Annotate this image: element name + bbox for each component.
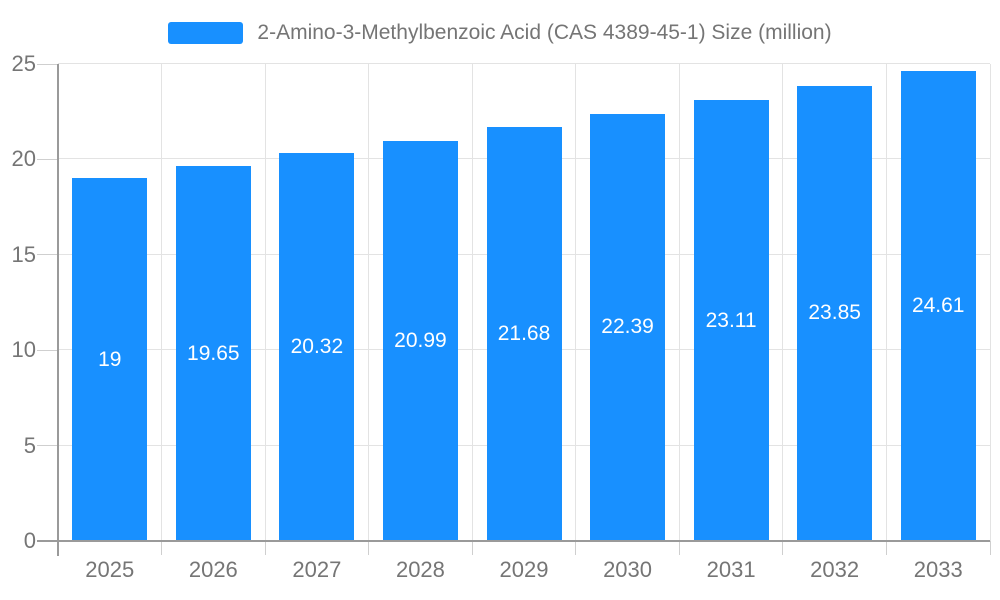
y-axis-tick-label: 15 xyxy=(11,241,36,267)
bar[interactable]: 19.65 xyxy=(175,166,251,541)
bar-value-label: 20.99 xyxy=(394,328,447,352)
y-axis-tick xyxy=(37,254,58,256)
x-axis-tick xyxy=(989,541,991,555)
y-axis-tick xyxy=(37,158,58,160)
bar-value-label: 24.61 xyxy=(911,294,965,318)
x-axis-tick xyxy=(885,541,887,555)
x-axis-category-label: 2031 xyxy=(706,557,756,582)
x-axis-tick xyxy=(782,541,784,555)
bar[interactable]: 23.85 xyxy=(797,85,873,541)
bar-value-label: 20.32 xyxy=(290,335,344,359)
bar[interactable]: 20.99 xyxy=(382,140,458,541)
bar[interactable]: 20.32 xyxy=(279,153,355,541)
y-axis-tick-label: 10 xyxy=(11,337,36,363)
x-axis-category-label: 2033 xyxy=(913,557,963,582)
x-axis-category-label: 2027 xyxy=(292,557,342,582)
y-axis-tick-label: 5 xyxy=(23,432,36,458)
y-axis-tick xyxy=(37,445,58,447)
y-axis-labels: 0 5 10 15 20 25 xyxy=(0,53,36,552)
bar-value-label: 23.11 xyxy=(705,308,757,332)
y-axis-tick-label: 20 xyxy=(11,146,36,172)
x-gridline xyxy=(678,64,680,541)
chart-legend[interactable]: 2-Amino-3-Methylbenzoic Acid (CAS 4389-4… xyxy=(0,20,1000,46)
bar[interactable]: 24.61 xyxy=(900,71,976,541)
x-gridline xyxy=(368,64,370,541)
x-axis-category-label: 2032 xyxy=(810,557,860,582)
bar-value-label: 22.39 xyxy=(601,315,654,339)
bar[interactable]: 19 xyxy=(72,178,148,541)
bar-value-label: 19.65 xyxy=(187,341,240,365)
bar[interactable]: 22.39 xyxy=(590,113,666,541)
x-axis-tick xyxy=(678,541,680,555)
x-axis-labels: 2025 2026 2027 2028 2029 2030 2031 2032 2033 xyxy=(58,557,990,587)
x-axis-tick xyxy=(264,541,266,555)
x-axis-category-label: 2028 xyxy=(395,557,445,582)
bar[interactable]: 23.11 xyxy=(693,100,769,541)
x-axis-line xyxy=(38,540,990,542)
x-axis-tick xyxy=(56,541,59,556)
x-gridline xyxy=(989,64,991,541)
x-gridline xyxy=(885,64,887,541)
y-axis-tick-label: 25 xyxy=(11,51,36,76)
x-axis-category-label: 2026 xyxy=(188,557,238,582)
x-axis-category-label: 2030 xyxy=(603,557,653,582)
y-axis-tick xyxy=(37,63,58,65)
x-axis-tick xyxy=(161,541,163,555)
x-gridline xyxy=(471,64,473,541)
x-axis-category-label: 2029 xyxy=(499,557,549,582)
x-axis-tick xyxy=(575,541,577,555)
legend-label: 2-Amino-3-Methylbenzoic Acid (CAS 4389-4… xyxy=(257,21,832,44)
bar[interactable]: 21.68 xyxy=(486,127,562,541)
plot-area: 19 19.65 20.32 20.99 21.68 22.39 23.11 23.85 24.… xyxy=(37,63,991,556)
y-axis-line xyxy=(57,64,59,541)
legend-swatch xyxy=(168,22,244,44)
y-gridline xyxy=(58,63,990,64)
y-axis-tick-label: 0 xyxy=(23,528,36,553)
x-axis-tick xyxy=(471,541,473,555)
bar-value-label: 21.68 xyxy=(497,322,551,346)
y-axis-tick xyxy=(37,349,58,351)
x-gridline xyxy=(575,64,577,541)
x-gridline xyxy=(264,64,266,541)
x-gridline xyxy=(161,64,163,541)
bar-value-label: 19 xyxy=(98,347,122,371)
bar-value-label: 23.85 xyxy=(808,301,861,325)
x-axis-tick xyxy=(368,541,370,555)
x-axis-category-label: 2025 xyxy=(85,557,135,582)
x-gridline xyxy=(782,64,784,541)
